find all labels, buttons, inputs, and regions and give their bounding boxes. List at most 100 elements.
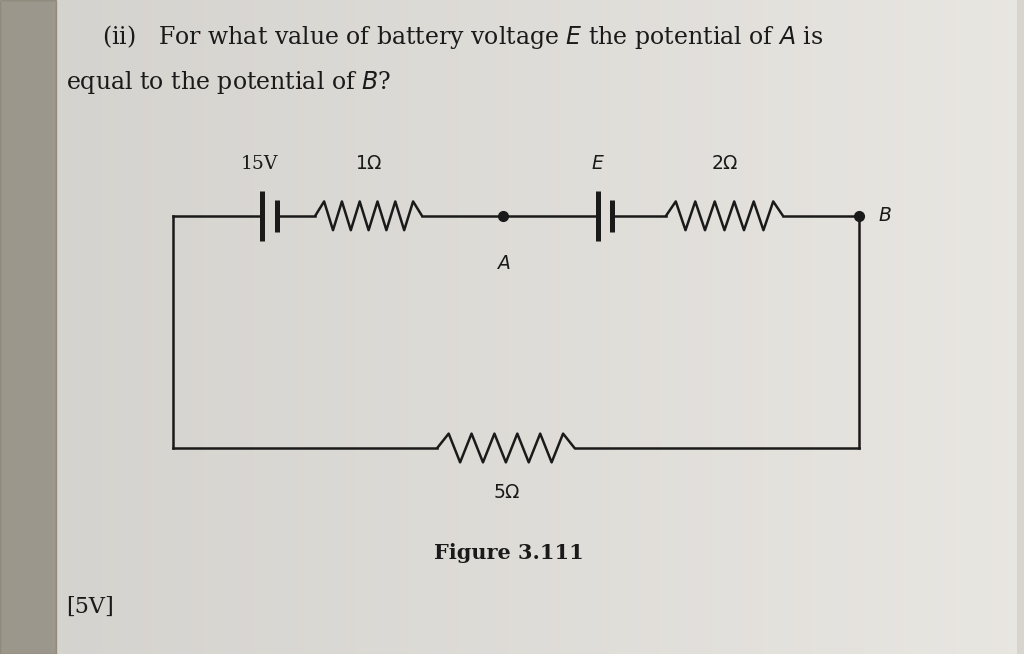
Bar	[539, 0, 549, 654]
Bar	[691, 0, 701, 654]
Bar	[386, 0, 396, 654]
Bar	[803, 0, 813, 654]
Bar	[641, 0, 651, 654]
Bar	[518, 0, 528, 654]
Bar	[315, 0, 326, 654]
Bar	[31, 0, 41, 654]
Bar	[72, 0, 81, 654]
Bar	[285, 0, 295, 654]
Bar	[742, 0, 753, 654]
Bar	[549, 0, 559, 654]
Bar	[976, 0, 986, 654]
Bar	[417, 0, 427, 654]
Bar	[132, 0, 142, 654]
Bar	[905, 0, 915, 654]
Bar	[600, 0, 610, 654]
Bar	[346, 0, 356, 654]
Bar	[244, 0, 254, 654]
Bar	[407, 0, 417, 654]
Bar	[51, 0, 61, 654]
Bar	[458, 0, 468, 654]
Bar	[478, 0, 488, 654]
Bar	[488, 0, 499, 654]
Bar	[396, 0, 407, 654]
Bar	[794, 0, 803, 654]
Bar	[142, 0, 153, 654]
Bar	[660, 0, 671, 654]
Text: 15V: 15V	[241, 155, 278, 173]
Bar	[508, 0, 518, 654]
Bar	[732, 0, 742, 654]
Bar	[681, 0, 691, 654]
Bar	[753, 0, 763, 654]
Bar	[915, 0, 926, 654]
Bar	[427, 0, 437, 654]
Bar	[864, 0, 874, 654]
Bar	[528, 0, 539, 654]
Bar	[701, 0, 712, 654]
Bar	[101, 0, 112, 654]
Bar	[91, 0, 101, 654]
Bar	[966, 0, 976, 654]
Text: $B$: $B$	[878, 207, 891, 225]
Bar	[569, 0, 580, 654]
Bar	[813, 0, 823, 654]
Bar	[895, 0, 905, 654]
Bar	[590, 0, 600, 654]
Bar	[254, 0, 264, 654]
Bar	[122, 0, 132, 654]
Bar	[274, 0, 285, 654]
Bar	[0, 0, 10, 654]
Text: $5\Omega$: $5\Omega$	[493, 484, 520, 502]
Bar	[580, 0, 590, 654]
Bar	[996, 0, 1007, 654]
Bar	[671, 0, 681, 654]
Text: equal to the potential of $B$?: equal to the potential of $B$?	[67, 69, 391, 95]
Text: Figure 3.111: Figure 3.111	[433, 543, 584, 562]
Bar	[356, 0, 366, 654]
Bar	[610, 0, 621, 654]
Bar	[621, 0, 631, 654]
Bar	[437, 0, 447, 654]
Bar	[631, 0, 641, 654]
Bar	[834, 0, 844, 654]
Bar	[854, 0, 864, 654]
Text: $A$: $A$	[496, 255, 511, 273]
Bar	[0, 0, 56, 654]
Bar	[20, 0, 31, 654]
Text: (ii)   For what value of battery voltage $E$ the potential of $A$ is: (ii) For what value of battery voltage $…	[101, 23, 823, 51]
Bar	[1007, 0, 1017, 654]
Bar	[722, 0, 732, 654]
Bar	[926, 0, 936, 654]
Bar	[651, 0, 660, 654]
Bar	[173, 0, 183, 654]
Bar	[468, 0, 478, 654]
Bar	[305, 0, 315, 654]
Bar	[326, 0, 336, 654]
Bar	[936, 0, 945, 654]
Bar	[874, 0, 885, 654]
Bar	[214, 0, 223, 654]
Bar	[183, 0, 194, 654]
Text: [5V]: [5V]	[67, 596, 114, 618]
Bar	[844, 0, 854, 654]
Bar	[559, 0, 569, 654]
Bar	[366, 0, 376, 654]
Bar	[204, 0, 214, 654]
Bar	[223, 0, 233, 654]
Bar	[499, 0, 508, 654]
Bar	[41, 0, 51, 654]
Bar	[823, 0, 834, 654]
Text: $1\Omega$: $1\Omega$	[355, 155, 383, 173]
Bar	[712, 0, 722, 654]
Bar	[783, 0, 794, 654]
Bar	[233, 0, 244, 654]
Bar	[763, 0, 773, 654]
Bar	[153, 0, 163, 654]
Bar	[447, 0, 458, 654]
Bar	[295, 0, 305, 654]
Bar	[194, 0, 204, 654]
Bar	[955, 0, 966, 654]
Bar	[81, 0, 91, 654]
Bar	[61, 0, 72, 654]
